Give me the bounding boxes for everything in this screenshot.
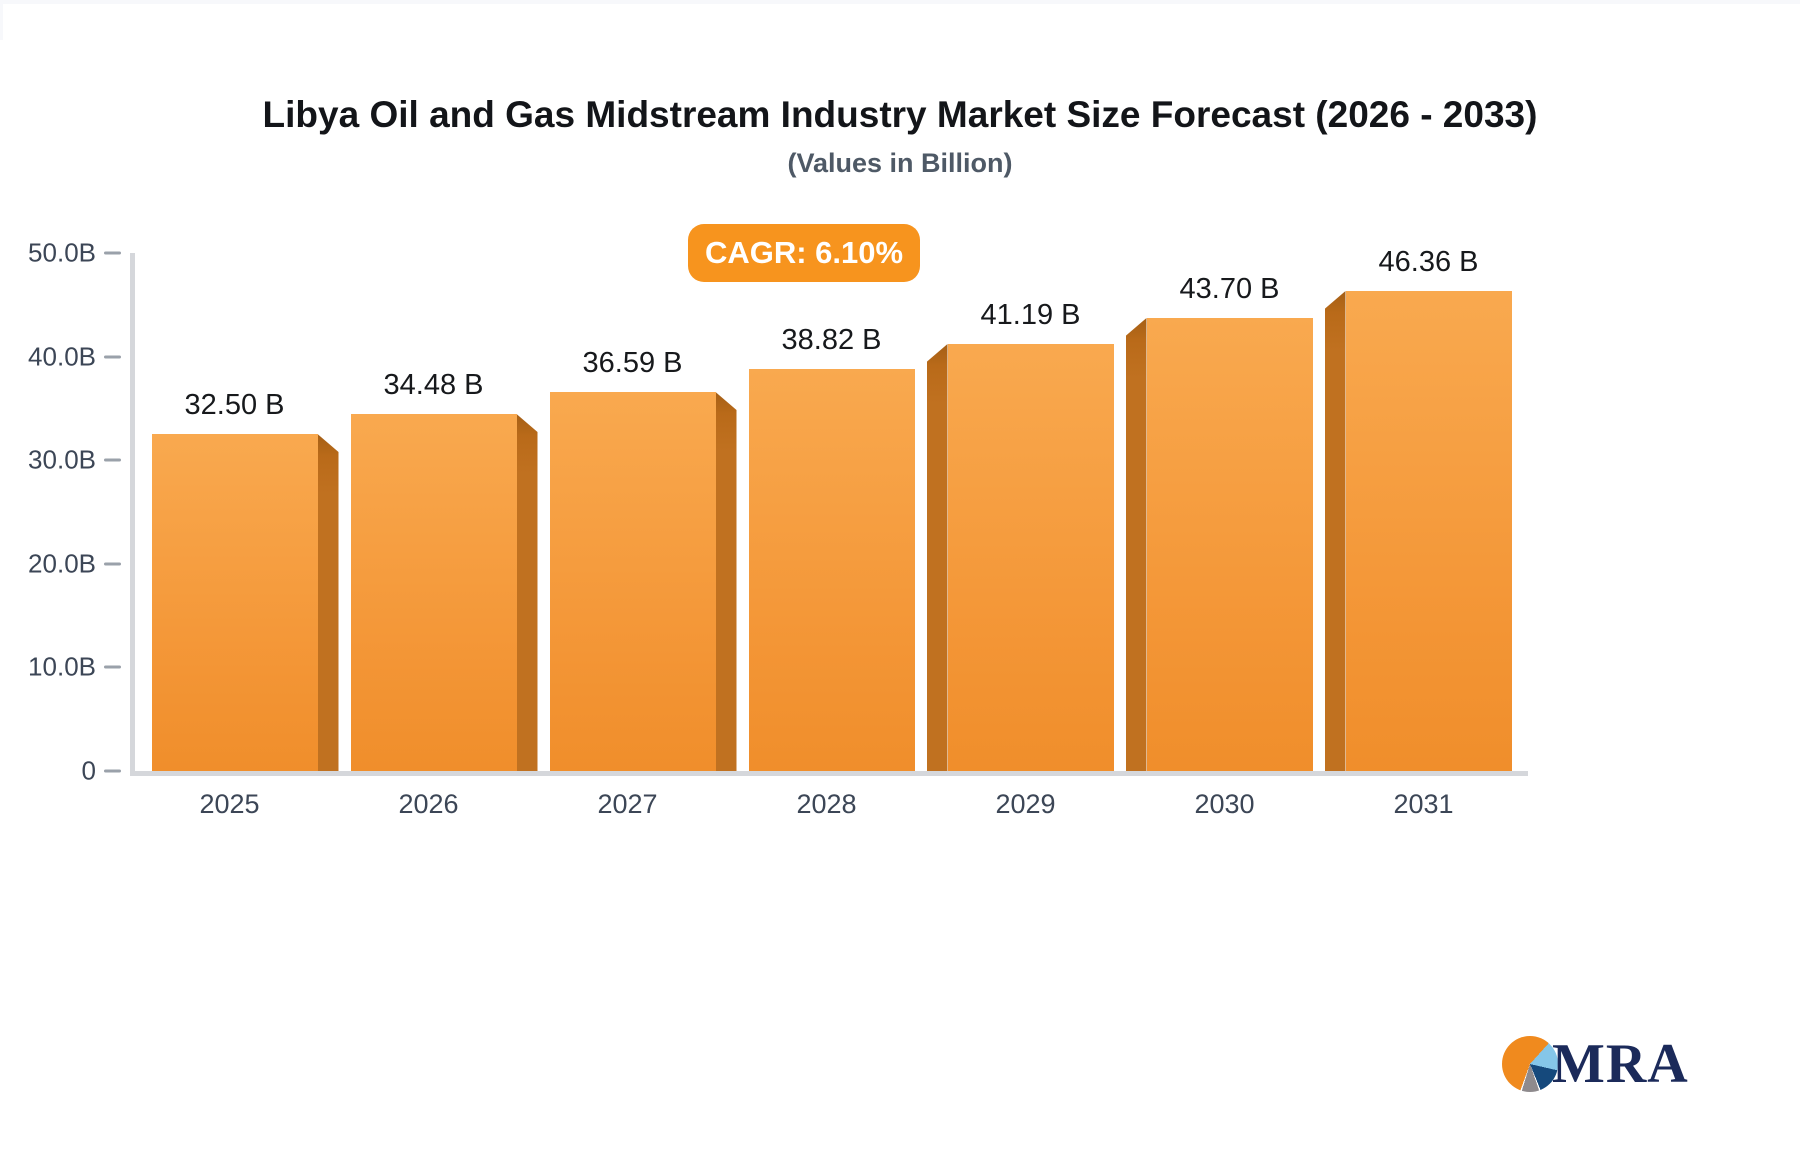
bar-slot-2029: 41.19 B xyxy=(926,253,1130,771)
bar-value-label: 38.82 B xyxy=(781,324,882,356)
bar-face xyxy=(748,369,915,771)
bar-face xyxy=(1345,291,1512,771)
bar-2025: 32.50 B xyxy=(151,389,339,771)
bar-value-label: 34.48 B xyxy=(383,369,484,401)
bar-side-shadow xyxy=(715,392,737,771)
bar-2030: 43.70 B xyxy=(1125,273,1313,771)
y-axis-tick xyxy=(104,458,121,462)
bar-value-label: 32.50 B xyxy=(184,389,285,421)
bar-slot-2027: 36.59 B xyxy=(533,253,737,771)
bar-value-label: 43.70 B xyxy=(1179,273,1280,305)
bar-value-label: 41.19 B xyxy=(980,299,1081,331)
bar-value-label: 46.36 B xyxy=(1378,246,1479,278)
bar-side-shadow xyxy=(317,434,339,771)
x-axis-label-2027: 2027 xyxy=(597,789,658,819)
x-axis-label-2031: 2031 xyxy=(1393,789,1454,819)
x-axis-label-2030: 2030 xyxy=(1194,789,1255,819)
bar-side-shadow xyxy=(1324,291,1346,771)
y-axis-label-0: 0 xyxy=(81,755,96,786)
bar-face xyxy=(1146,318,1313,771)
bar-slot-2026: 34.48 B xyxy=(334,253,538,771)
bar-2029: 41.19 B xyxy=(926,299,1114,771)
y-axis-label-20: 20.0B xyxy=(28,548,96,579)
x-axis: 2025 2026 2027 2028 2029 2030 2031 xyxy=(130,781,1523,831)
page-left-border xyxy=(0,0,3,40)
chart-title: Libya Oil and Gas Midstream Industry Mar… xyxy=(262,94,1538,135)
bar-side-shadow xyxy=(516,414,538,771)
bar-slot-2031: 46.36 B xyxy=(1324,246,1528,771)
page-top-border xyxy=(0,0,1800,4)
y-axis-label-10: 10.0B xyxy=(28,651,96,682)
bar-value-label: 36.59 B xyxy=(582,347,683,379)
bar-side-shadow xyxy=(1125,318,1147,771)
x-axis-label-2029: 2029 xyxy=(995,789,1056,819)
y-axis-label-40: 40.0B xyxy=(28,341,96,372)
bar-slot-2028: 38.82 B xyxy=(732,253,931,771)
mra-logo: MRA xyxy=(1502,1036,1689,1092)
bar-2028: 38.82 B xyxy=(748,324,915,771)
bar-slot-2030: 43.70 B xyxy=(1125,253,1329,771)
y-axis-tick xyxy=(104,251,121,255)
y-axis-tick xyxy=(104,665,121,669)
bar-2027: 36.59 B xyxy=(549,347,737,771)
y-axis-tick xyxy=(104,562,121,566)
y-axis-tick xyxy=(104,769,121,773)
bar-face xyxy=(549,392,716,771)
y-axis: 50.0B 40.0B 30.0B 20.0B 10.0B 0 xyxy=(0,238,130,786)
bar-face xyxy=(350,414,517,771)
y-axis-label-30: 30.0B xyxy=(28,444,96,475)
mra-pie-icon xyxy=(1502,1036,1558,1092)
bar-slot-2025: 32.50 B xyxy=(135,253,339,771)
bar-face xyxy=(947,344,1114,771)
bar-2026: 34.48 B xyxy=(350,369,538,771)
bar-face xyxy=(151,434,318,771)
cagr-badge: CAGR: 6.10% xyxy=(688,224,920,282)
y-axis-tick xyxy=(104,355,121,359)
mra-logo-text: MRA xyxy=(1552,1033,1689,1095)
chart-subtitle: (Values in Billion) xyxy=(787,148,1013,178)
bar-side-shadow xyxy=(926,344,948,771)
x-axis-label-2028: 2028 xyxy=(796,789,857,819)
plot-area: 32.50 B 34.48 B 36.59 B 38.82 B 41.19 B 43.70… xyxy=(130,246,1528,776)
bar-2031: 46.36 B xyxy=(1324,246,1512,771)
x-axis-label-2026: 2026 xyxy=(398,789,459,819)
y-axis-label-50: 50.0B xyxy=(28,237,96,268)
x-axis-label-2025: 2025 xyxy=(199,789,260,819)
